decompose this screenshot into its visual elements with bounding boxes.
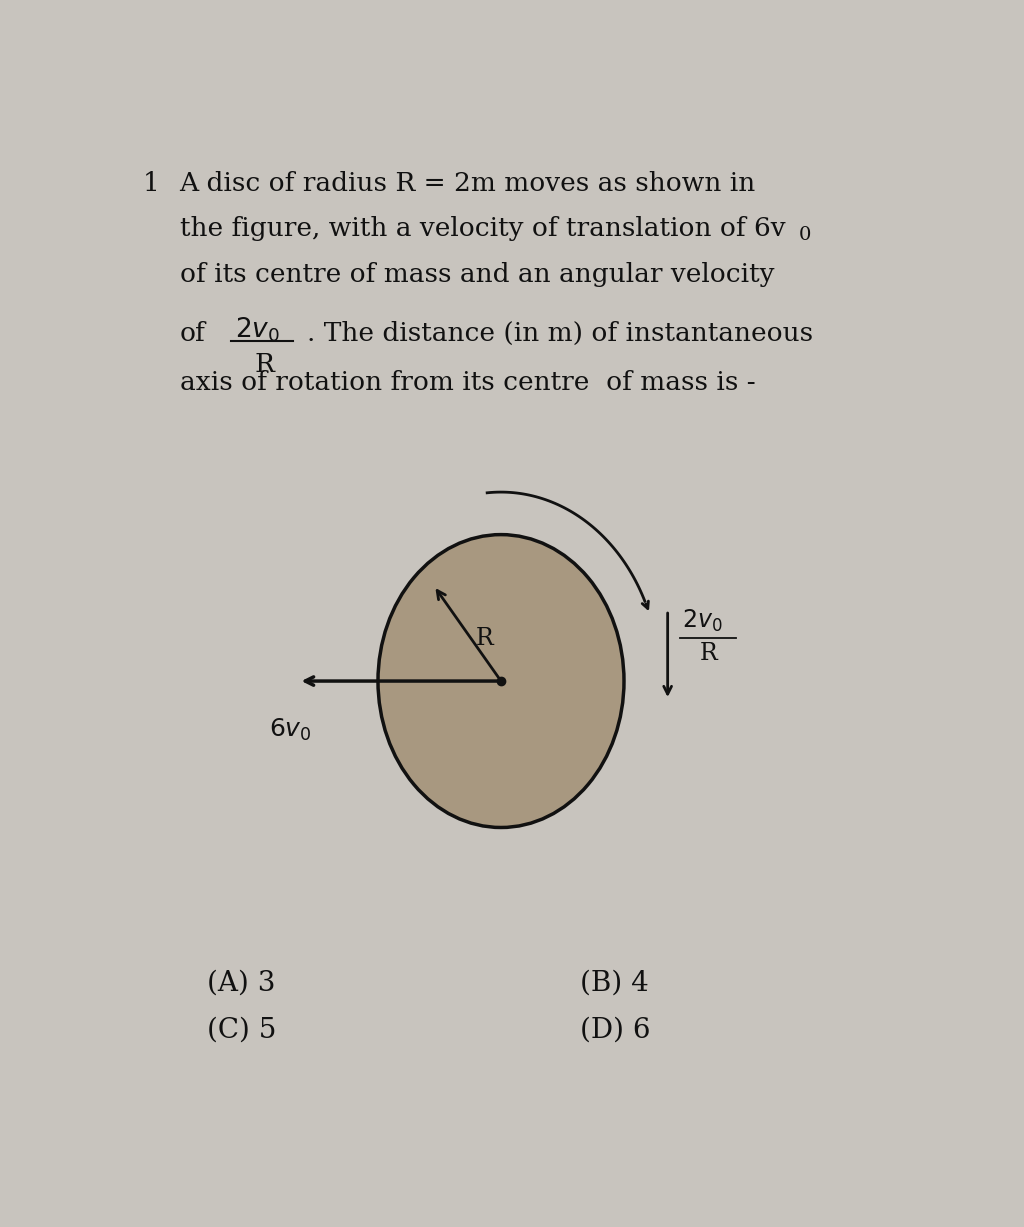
Text: (C) 5: (C) 5 — [207, 1017, 276, 1044]
Text: $2v_0$: $2v_0$ — [682, 609, 722, 634]
Text: of: of — [179, 320, 206, 346]
Text: (B) 4: (B) 4 — [581, 969, 649, 996]
Circle shape — [378, 535, 624, 827]
Text: 1: 1 — [142, 171, 159, 196]
Text: R: R — [476, 627, 494, 649]
Text: axis of rotation from its centre  of mass is -: axis of rotation from its centre of mass… — [179, 371, 756, 395]
Text: . The distance (in m) of instantaneous: . The distance (in m) of instantaneous — [306, 320, 813, 346]
Text: A disc of radius R = 2m moves as shown in: A disc of radius R = 2m moves as shown i… — [179, 171, 756, 196]
Text: (D) 6: (D) 6 — [581, 1017, 651, 1044]
Text: $2v_0$: $2v_0$ — [236, 315, 280, 345]
Text: (A) 3: (A) 3 — [207, 969, 275, 996]
Text: the figure, with a velocity of translation of 6v: the figure, with a velocity of translati… — [179, 216, 785, 242]
Text: of its centre of mass and an angular velocity: of its centre of mass and an angular vel… — [179, 261, 774, 287]
Text: R: R — [699, 642, 717, 665]
Text: $6v_0$: $6v_0$ — [269, 717, 312, 744]
Text: 0: 0 — [799, 226, 811, 244]
Text: R: R — [255, 352, 274, 377]
